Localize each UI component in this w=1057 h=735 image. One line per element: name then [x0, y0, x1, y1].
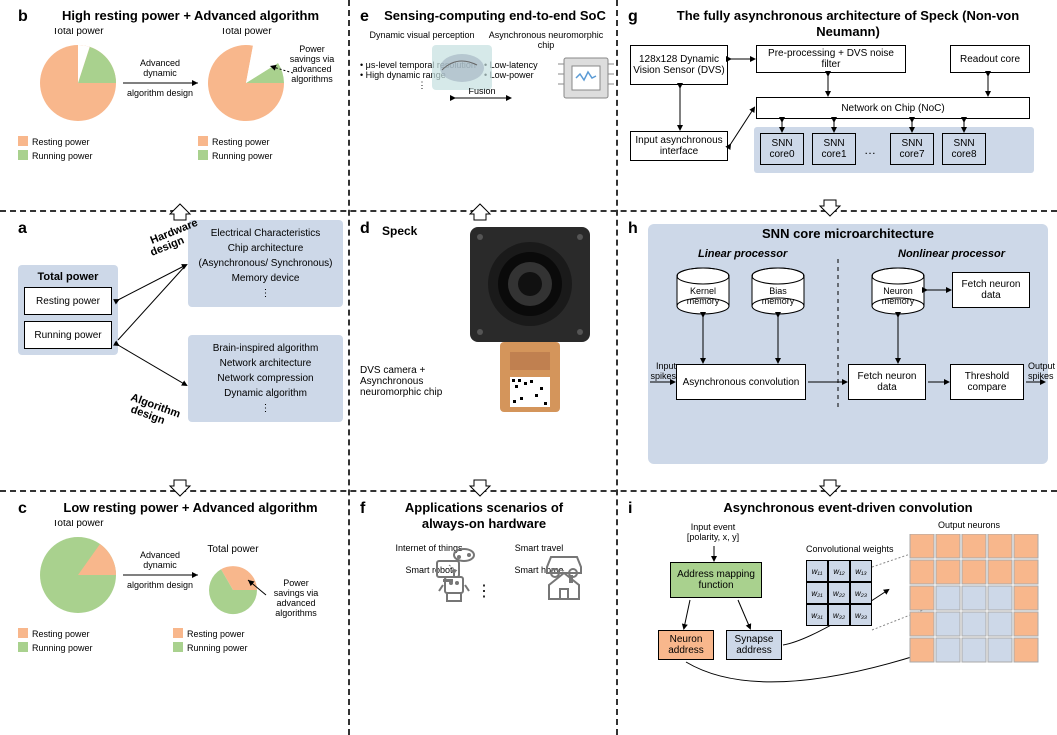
panel-c-label: c [18, 500, 27, 518]
panel-g: g The fully asynchronous architecture of… [628, 8, 1048, 210]
panel-b: b High resting power + Advanced algorith… [18, 8, 338, 23]
car-icon: Smart travel [486, 543, 592, 553]
panel-c: c Low resting power + Advanced algorithm… [18, 500, 338, 515]
svg-text:Total power: Total power [220, 28, 272, 37]
robot-icon: Smart robot [376, 565, 482, 575]
panel-a-arrows: Hardware design Algorithm design [18, 220, 348, 480]
svg-text:Fusion: Fusion [468, 88, 495, 96]
svg-text:algorithm design: algorithm design [127, 580, 193, 590]
kernel-mem: Kernelmemory [677, 268, 729, 314]
neuron-mem: Neuronmemory [872, 268, 924, 314]
svg-text:Total power: Total power [52, 28, 104, 37]
svg-text:dynamic: dynamic [143, 560, 177, 570]
svg-text:algorithms: algorithms [275, 608, 317, 618]
svg-text:algorithms: algorithms [291, 74, 333, 84]
svg-text:Running power: Running power [32, 151, 93, 161]
svg-text:Neuron: Neuron [883, 286, 913, 296]
svg-text:Resting power: Resting power [32, 629, 90, 639]
speck-device [460, 222, 610, 442]
svg-text:Running power: Running power [212, 151, 273, 161]
panel-b-chart: Total power Advanced dynamic algorithm d… [18, 28, 338, 168]
svg-text:algorithm design: algorithm design [127, 88, 193, 98]
svg-text:Running power: Running power [32, 643, 93, 653]
iot-icon: Internet of things [376, 543, 482, 553]
svg-text:Bias: Bias [769, 286, 787, 296]
svg-text:savings via: savings via [290, 54, 335, 64]
panel-f: f Applications scenarios of always-on ha… [360, 500, 608, 601]
bias-mem: Biasmemory [752, 268, 804, 314]
svg-text:Total power: Total power [52, 520, 104, 529]
svg-text:Advanced: Advanced [140, 550, 180, 560]
svg-text:advanced: advanced [292, 64, 331, 74]
svg-text:Power: Power [283, 578, 309, 588]
panel-a: a Total power Resting power Running powe… [18, 220, 338, 480]
svg-text:Resting power: Resting power [32, 137, 90, 147]
panel-c-chart: Total power Advanced dynamic algorithm d… [18, 520, 338, 700]
svg-text:memory: memory [882, 296, 915, 306]
home-icon: Smart home [486, 565, 592, 575]
svg-text:Advanced: Advanced [140, 58, 180, 68]
svg-text:Resting power: Resting power [187, 629, 245, 639]
panel-h: h SNN core microarchitecture Linear proc… [628, 220, 1048, 241]
svg-text:Resting power: Resting power [212, 137, 270, 147]
panel-b-title: High resting power + Advanced algorithm [43, 8, 338, 23]
svg-text:Kernel: Kernel [690, 286, 716, 296]
panel-i: i Asynchronous event-driven convolution … [628, 500, 1048, 515]
svg-text:memory: memory [687, 296, 720, 306]
svg-text:savings via: savings via [274, 588, 319, 598]
svg-text:Power: Power [299, 44, 325, 54]
svg-text:advanced: advanced [276, 598, 315, 608]
weights-grid: w₁₁ w₁₂ w₁₃ w₂₁ w₂₂ w₂₃ w₃₁ w₃₂ w₃₃ [806, 560, 872, 626]
panel-e: e Sensing-computing end-to-end SoC Dynam… [360, 8, 608, 91]
svg-text:dynamic: dynamic [143, 68, 177, 78]
svg-text:memory: memory [762, 296, 795, 306]
svg-text:Total power: Total power [207, 544, 259, 555]
svg-text:Running power: Running power [187, 643, 248, 653]
panel-b-label: b [18, 8, 28, 26]
